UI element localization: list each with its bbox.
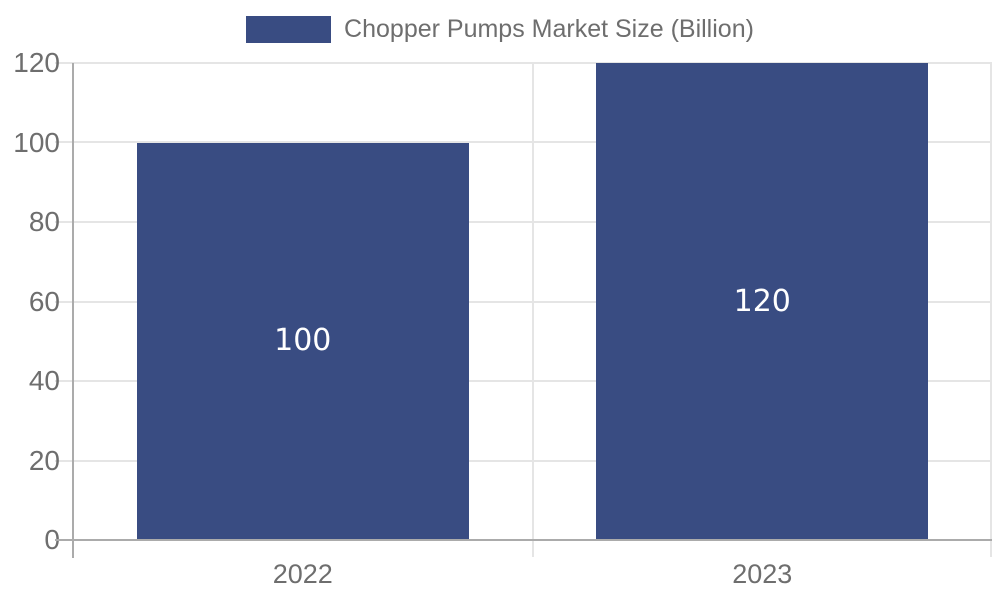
y-axis-tick-label: 100 bbox=[13, 126, 60, 158]
y-axis-tick-label: 20 bbox=[28, 444, 60, 476]
vertical-gridline bbox=[531, 63, 534, 557]
gridline bbox=[55, 220, 992, 223]
legend-label: Chopper Pumps Market Size (Billion) bbox=[344, 15, 754, 43]
gridline bbox=[55, 379, 992, 382]
bar-value-label: 120 bbox=[733, 283, 791, 319]
y-axis-line bbox=[72, 63, 74, 558]
vertical-gridline bbox=[990, 63, 992, 557]
y-axis-tick-label: 120 bbox=[13, 47, 60, 78]
bar-value-label: 100 bbox=[274, 323, 332, 359]
gridline bbox=[55, 62, 992, 64]
gridline bbox=[55, 459, 992, 462]
y-axis-tick-label: 60 bbox=[28, 285, 60, 317]
gridline bbox=[55, 300, 992, 303]
bar: 100 bbox=[136, 142, 469, 540]
chart-legend: Chopper Pumps Market Size (Billion) bbox=[0, 15, 1000, 44]
x-axis-tick-label: 2022 bbox=[272, 559, 333, 589]
plot-area: 100 120 bbox=[55, 62, 992, 558]
y-axis-tick-label: 40 bbox=[28, 365, 60, 396]
y-axis-tick-label: 80 bbox=[28, 206, 60, 237]
bar: 120 bbox=[596, 63, 929, 540]
x-axis-line bbox=[55, 539, 992, 541]
gridline bbox=[55, 141, 992, 144]
x-axis-tick-label: 2023 bbox=[732, 559, 793, 589]
y-axis-tick-label: 0 bbox=[44, 524, 60, 555]
legend-swatch bbox=[246, 16, 332, 43]
